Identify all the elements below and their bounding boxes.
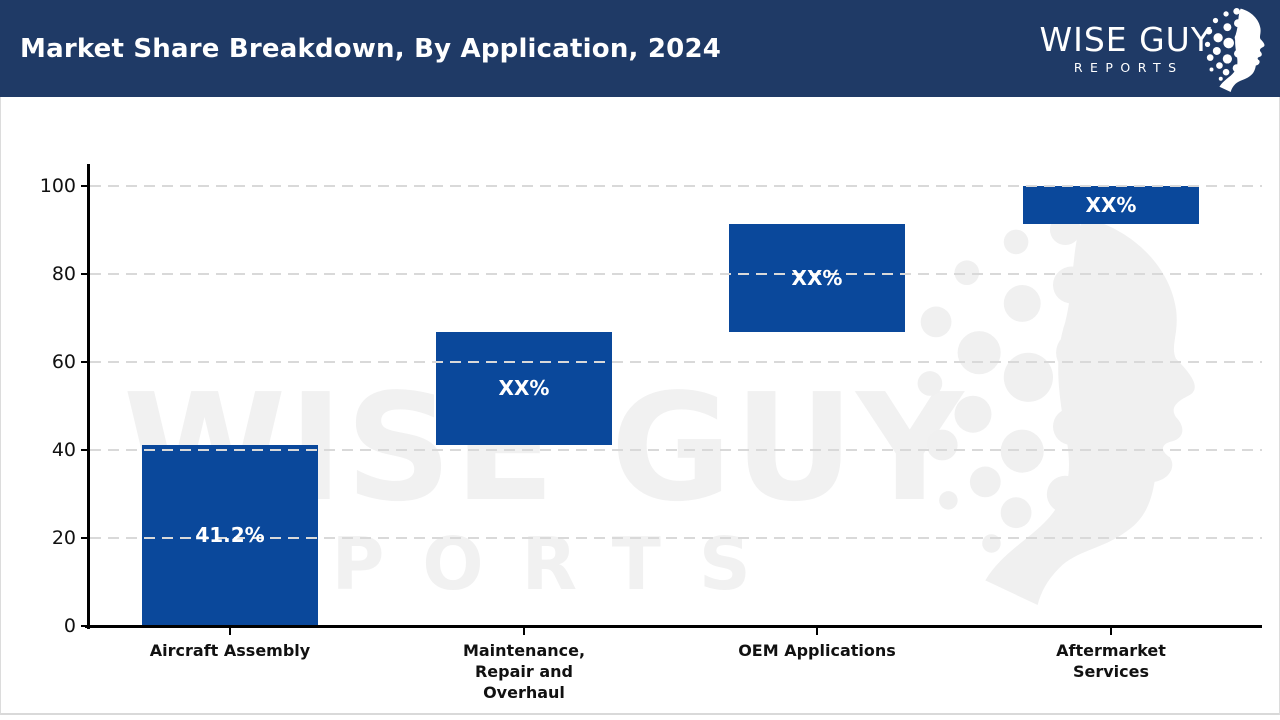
- logo-name-text: WISE GUY: [1039, 19, 1212, 59]
- y-axis-tick-label: 40: [51, 439, 76, 461]
- y-axis-tick: [81, 449, 89, 451]
- gridline: [90, 537, 1262, 539]
- y-axis-tick-label: 60: [51, 351, 76, 373]
- y-axis-tick: [81, 537, 89, 539]
- logo-face-icon: [1204, 7, 1265, 92]
- y-axis-tick: [81, 361, 89, 363]
- x-axis-category-label-line: Overhaul: [483, 683, 565, 702]
- y-axis-tick-label: 100: [39, 175, 76, 197]
- bar-segment: [142, 444, 318, 626]
- y-axis-tick-label: 20: [51, 527, 76, 549]
- x-axis-tick: [229, 628, 231, 635]
- x-axis-category-label-line: Repair and: [474, 662, 573, 681]
- bar-value-label: XX%: [498, 376, 550, 401]
- bar-value-label: 41.2%: [195, 523, 265, 548]
- y-axis-line: [87, 164, 90, 629]
- x-axis-tick: [816, 628, 818, 635]
- gridline: [90, 449, 1262, 451]
- x-axis-category-label: OEM Applications: [692, 640, 942, 661]
- y-axis-tick-label: 80: [51, 263, 76, 285]
- x-axis-category-label-line: Services: [1072, 662, 1150, 681]
- x-axis-category-label-line: Aircraft Assembly: [149, 641, 311, 660]
- x-axis-category-label: Aftermarket Services: [986, 640, 1236, 682]
- x-axis-tick: [523, 628, 525, 635]
- y-axis-tick: [81, 185, 89, 187]
- x-axis-tick: [1110, 628, 1112, 635]
- wise-guy-logo: WISE GUY REPORTS: [1039, 6, 1270, 92]
- x-axis-line: [85, 625, 1262, 628]
- x-axis-category-label-line: Aftermarket: [1056, 641, 1166, 660]
- logo-wordmark: WISE GUY REPORTS: [1039, 19, 1212, 75]
- y-axis-tick-label: 0: [63, 615, 76, 637]
- bar-value-label: XX%: [1085, 192, 1137, 217]
- y-axis-tick: [81, 273, 89, 275]
- logo-sub-text: REPORTS: [1073, 59, 1184, 75]
- gridline: [90, 273, 1262, 275]
- x-axis-category-label: Aircraft Assembly: [105, 640, 355, 661]
- x-axis-category-label-line: OEM Applications: [738, 641, 896, 660]
- gridline: [90, 361, 1262, 363]
- x-axis-category-label: Maintenance, Repair and Overhaul: [399, 640, 649, 703]
- bar-value-label: XX%: [791, 265, 843, 290]
- x-axis-category-label-line: Maintenance,: [462, 641, 586, 660]
- header: Market Share Breakdown, By Application, …: [0, 0, 1280, 97]
- page-title: Market Share Breakdown, By Application, …: [20, 33, 722, 64]
- bar-segment: [729, 223, 905, 333]
- bar-segment: [436, 332, 612, 445]
- gridline: [90, 185, 1262, 187]
